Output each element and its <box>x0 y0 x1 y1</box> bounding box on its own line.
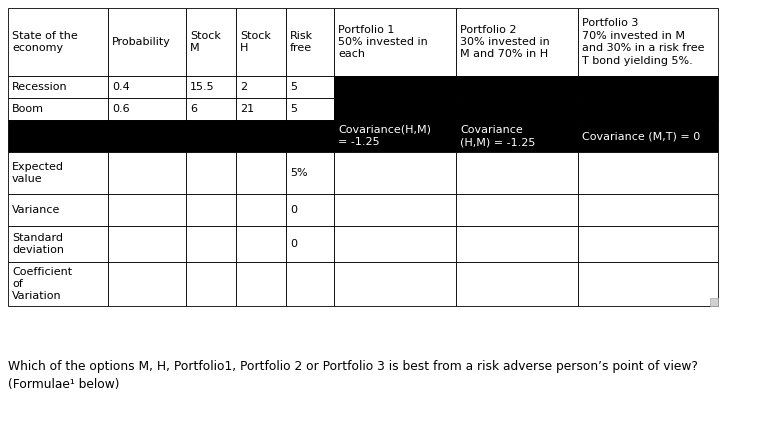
Bar <box>8 120 108 152</box>
Bar <box>236 262 286 306</box>
Bar <box>710 298 718 306</box>
Text: Recession: Recession <box>12 82 68 92</box>
Bar <box>8 98 108 120</box>
Bar <box>8 262 108 306</box>
Text: Covariance
(H,M) = -1.25: Covariance (H,M) = -1.25 <box>460 125 535 147</box>
Text: Portfolio 2
30% invested in
M and 70% in H: Portfolio 2 30% invested in M and 70% in… <box>460 24 550 59</box>
Text: 5: 5 <box>290 82 297 92</box>
Bar <box>236 152 286 194</box>
Bar <box>236 226 286 262</box>
Text: 15.5: 15.5 <box>190 82 215 92</box>
Bar <box>456 76 578 98</box>
Text: 5: 5 <box>290 104 297 114</box>
Bar <box>334 120 456 152</box>
Bar <box>236 98 286 120</box>
Bar <box>334 76 456 98</box>
Bar <box>456 262 578 306</box>
Bar <box>334 262 456 306</box>
Text: Boom: Boom <box>12 104 44 114</box>
Bar <box>8 226 108 262</box>
Bar <box>578 98 718 120</box>
Text: 0.6: 0.6 <box>112 104 130 114</box>
Bar <box>236 194 286 226</box>
Bar <box>186 152 236 194</box>
Bar <box>286 76 334 98</box>
Bar <box>286 152 334 194</box>
Bar <box>578 152 718 194</box>
Bar <box>108 152 186 194</box>
Text: Covariance(H,M)
= -1.25: Covariance(H,M) = -1.25 <box>338 125 431 147</box>
Bar <box>108 194 186 226</box>
Text: Risk
free: Risk free <box>290 31 313 53</box>
Bar <box>456 98 578 120</box>
Bar <box>108 120 186 152</box>
Bar <box>578 262 718 306</box>
Bar <box>456 8 578 76</box>
Bar <box>186 120 236 152</box>
Bar <box>334 152 456 194</box>
Text: 2: 2 <box>240 82 247 92</box>
Text: Standard
deviation: Standard deviation <box>12 233 64 255</box>
Text: Probability: Probability <box>112 37 171 47</box>
Text: Coefficient
of
Variation: Coefficient of Variation <box>12 266 72 301</box>
Bar <box>286 8 334 76</box>
Bar <box>578 194 718 226</box>
Bar <box>186 194 236 226</box>
Text: Stock
H: Stock H <box>240 31 271 53</box>
Bar <box>286 120 334 152</box>
Bar <box>286 194 334 226</box>
Bar <box>108 8 186 76</box>
Bar <box>456 120 578 152</box>
Bar <box>334 8 456 76</box>
Bar <box>186 262 236 306</box>
Bar <box>236 120 286 152</box>
Text: Portfolio 1
50% invested in
each: Portfolio 1 50% invested in each <box>338 24 428 59</box>
Text: 0: 0 <box>290 205 297 215</box>
Bar <box>578 76 718 98</box>
Bar <box>236 8 286 76</box>
Bar <box>108 98 186 120</box>
Bar <box>456 152 578 194</box>
Bar <box>186 98 236 120</box>
Bar <box>286 98 334 120</box>
Bar <box>334 194 456 226</box>
Bar <box>236 76 286 98</box>
Bar <box>108 262 186 306</box>
Text: 6: 6 <box>190 104 197 114</box>
Bar <box>456 226 578 262</box>
Bar <box>186 8 236 76</box>
Bar <box>334 98 456 120</box>
Bar <box>108 226 186 262</box>
Bar <box>578 226 718 262</box>
Text: 5%: 5% <box>290 168 308 178</box>
Bar <box>334 226 456 262</box>
Bar <box>108 76 186 98</box>
Bar <box>8 194 108 226</box>
Bar <box>186 226 236 262</box>
Bar <box>456 194 578 226</box>
Bar <box>8 152 108 194</box>
Bar <box>286 226 334 262</box>
Text: 21: 21 <box>240 104 254 114</box>
Bar <box>8 8 108 76</box>
Bar <box>578 8 718 76</box>
Text: Covariance (M,T) = 0: Covariance (M,T) = 0 <box>582 131 701 141</box>
Bar <box>286 262 334 306</box>
Text: 0.4: 0.4 <box>112 82 130 92</box>
Text: Variance: Variance <box>12 205 60 215</box>
Text: Which of the options M, H, Portfolio1, Portfolio 2 or Portfolio 3 is best from a: Which of the options M, H, Portfolio1, P… <box>8 360 698 391</box>
Bar <box>8 76 108 98</box>
Text: State of the
economy: State of the economy <box>12 31 78 53</box>
Text: Stock
M: Stock M <box>190 31 221 53</box>
Bar <box>578 120 718 152</box>
Text: 0: 0 <box>290 239 297 249</box>
Text: Portfolio 3
70% invested in M
and 30% in a risk free
T bond yielding 5%.: Portfolio 3 70% invested in M and 30% in… <box>582 18 704 65</box>
Bar <box>186 76 236 98</box>
Text: Expected
value: Expected value <box>12 162 64 184</box>
